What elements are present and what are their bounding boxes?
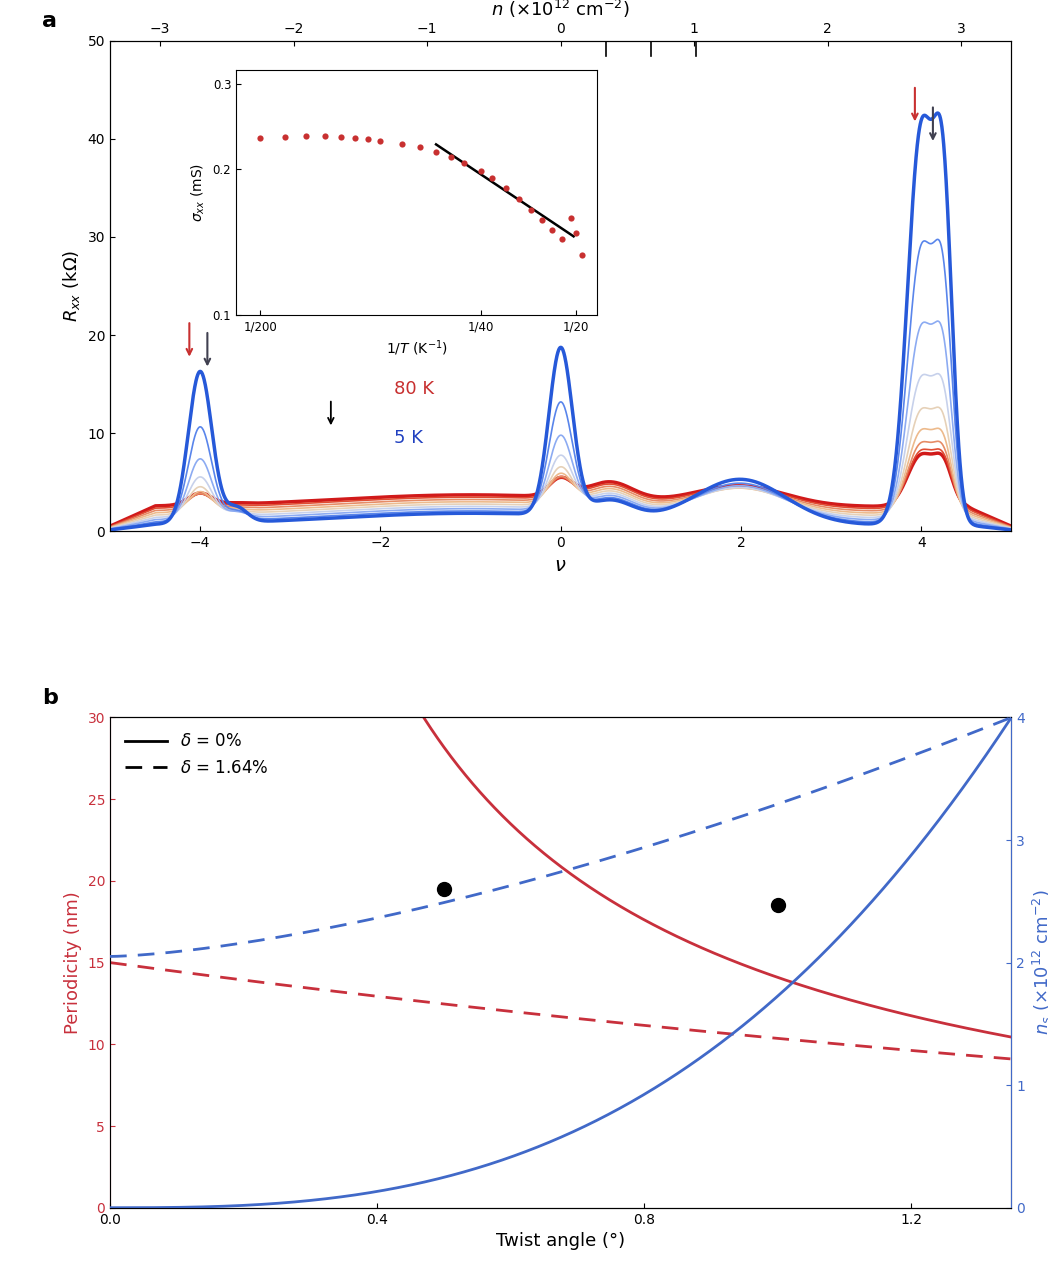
X-axis label: $n$ ($\times$10$^{12}$ cm$^{-2}$): $n$ ($\times$10$^{12}$ cm$^{-2}$) xyxy=(492,0,630,20)
Text: 80 K: 80 K xyxy=(394,380,434,397)
Text: a: a xyxy=(42,12,58,31)
Point xyxy=(769,895,786,915)
Text: 5 K: 5 K xyxy=(394,429,423,447)
Y-axis label: $R_{xx}$ (k$\Omega$): $R_{xx}$ (k$\Omega$) xyxy=(61,250,82,322)
Text: b: b xyxy=(42,688,59,708)
Point xyxy=(436,879,453,900)
Y-axis label: $n_s$ ($\times$10$^{12}$ cm$^{-2}$): $n_s$ ($\times$10$^{12}$ cm$^{-2}$) xyxy=(1030,889,1048,1035)
X-axis label: Twist angle (°): Twist angle (°) xyxy=(496,1232,626,1250)
X-axis label: $\nu$: $\nu$ xyxy=(554,556,567,575)
Legend: $\delta$ = 0%, $\delta$ = 1.64%: $\delta$ = 0%, $\delta$ = 1.64% xyxy=(118,726,276,783)
Y-axis label: Periodicity (nm): Periodicity (nm) xyxy=(64,891,82,1034)
